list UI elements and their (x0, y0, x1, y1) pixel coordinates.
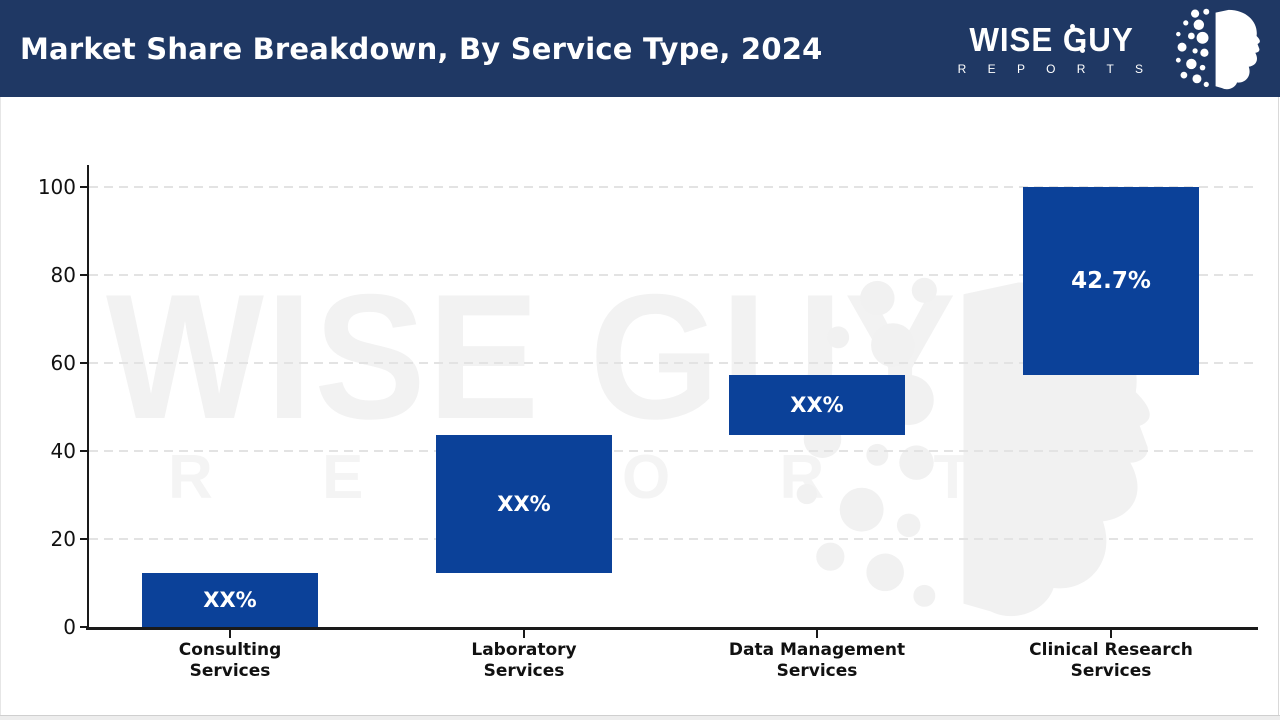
x-tick-label: Clinical Research Services (991, 640, 1231, 683)
logo-text: WISE GUY R E P O R T S (952, 23, 1152, 75)
x-tick-label-line: Services (776, 661, 858, 682)
x-tick-label-line: Services (1070, 661, 1152, 682)
header-bar: Market Share Breakdown, By Service Type,… (0, 0, 1280, 97)
x-axis-line (86, 627, 1258, 630)
y-tick-label: 60 (50, 351, 76, 375)
x-tick-label-line: Laboratory (471, 640, 577, 660)
y-tick-mark (80, 186, 88, 188)
y-tick-label: 80 (50, 263, 76, 287)
gridline (89, 362, 1253, 364)
y-tick-label: 20 (50, 527, 76, 551)
page-title: Market Share Breakdown, By Service Type,… (20, 31, 823, 66)
watermark-reports: R E P O R T S (168, 443, 1168, 512)
bar: XX% (436, 435, 612, 574)
gridline (89, 450, 1253, 452)
y-tick-mark (80, 450, 88, 452)
bar: XX% (142, 573, 318, 627)
x-tick-mark (229, 630, 231, 638)
y-axis-line (87, 165, 89, 628)
logo-subtitle: R E P O R T S (957, 61, 1152, 76)
bar-value-label: XX% (497, 492, 551, 517)
x-tick-label: Data Management Services (697, 640, 937, 683)
logo-dot (1079, 47, 1085, 53)
bar-value-label: XX% (203, 588, 257, 613)
x-tick-label-line: Consulting (178, 640, 282, 660)
gridline (89, 274, 1253, 276)
x-tick-label-line: Clinical Research (1029, 640, 1193, 660)
logo-dot (1069, 23, 1075, 29)
bar: XX% (729, 374, 905, 436)
page-border-left (0, 97, 1, 716)
bar-value-label: 42.7% (1071, 267, 1151, 294)
logo-name: WISE GUY (969, 20, 1135, 58)
x-tick-mark (1110, 630, 1112, 638)
x-tick-label-line: Services (189, 661, 271, 682)
logo-dot (1089, 31, 1094, 36)
x-tick-mark (523, 630, 525, 638)
y-tick-mark (80, 362, 88, 364)
bar: 42.7% (1023, 187, 1199, 375)
bar-value-label: XX% (790, 393, 844, 417)
y-tick-label: 40 (50, 439, 76, 463)
x-tick-label-line: Services (483, 661, 565, 682)
y-tick-mark (80, 626, 88, 628)
gridline (89, 538, 1253, 540)
footer-strip (0, 715, 1280, 720)
gridline (89, 186, 1253, 188)
y-tick-mark (80, 538, 88, 540)
wise-guy-logo: WISE GUY R E P O R T S (952, 8, 1266, 90)
y-tick-label: 100 (37, 175, 76, 199)
x-tick-mark (816, 630, 818, 638)
page-border-right (1278, 97, 1279, 716)
y-tick-mark (80, 274, 88, 276)
x-tick-label: Consulting Services (110, 640, 350, 683)
face-profile-icon (1175, 8, 1260, 89)
x-tick-label: Laboratory Services (404, 640, 644, 683)
y-tick-label: 0 (63, 615, 76, 639)
x-tick-label-line: Data Management (728, 640, 906, 660)
